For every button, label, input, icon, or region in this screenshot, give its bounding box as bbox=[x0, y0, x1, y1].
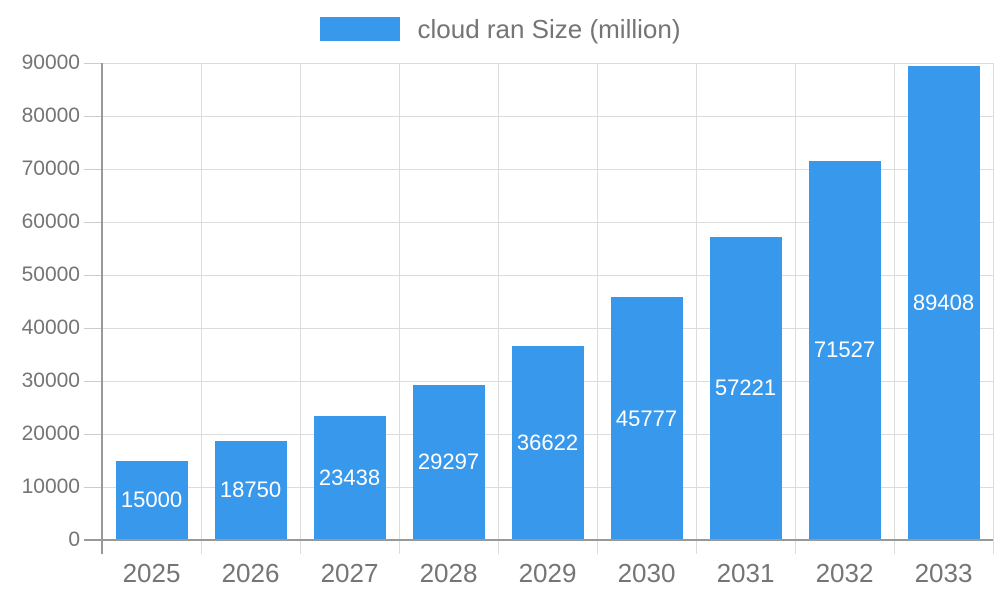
x-axis-line bbox=[84, 539, 993, 541]
y-tick bbox=[84, 115, 102, 117]
legend-swatch bbox=[319, 17, 400, 41]
y-axis-label: 60000 bbox=[21, 210, 80, 233]
y-gridline bbox=[102, 221, 993, 223]
x-axis-label: 2032 bbox=[815, 558, 874, 588]
x-gridline bbox=[596, 63, 598, 554]
bar-value-label: 18750 bbox=[219, 477, 282, 503]
bar-2026 bbox=[214, 440, 287, 540]
bar-value-label: 45777 bbox=[615, 405, 678, 431]
x-gridline bbox=[794, 63, 796, 554]
x-axis-label: 2030 bbox=[617, 558, 676, 588]
bar-2030 bbox=[610, 297, 683, 540]
bar-2033 bbox=[907, 66, 980, 540]
y-axis-label: 40000 bbox=[21, 316, 80, 339]
y-tick bbox=[84, 221, 102, 223]
y-axis-label: 20000 bbox=[21, 422, 80, 445]
x-gridline bbox=[398, 63, 400, 554]
y-axis-label: 50000 bbox=[21, 263, 80, 286]
y-gridline bbox=[102, 274, 993, 276]
y-tick bbox=[84, 486, 102, 488]
x-axis-label: 2027 bbox=[320, 558, 379, 588]
bar-2028 bbox=[412, 384, 485, 540]
x-gridline bbox=[992, 63, 994, 554]
bar-value-label: 89408 bbox=[912, 290, 975, 316]
y-tick bbox=[84, 62, 102, 64]
y-axis-label: 30000 bbox=[21, 369, 80, 392]
y-tick bbox=[84, 433, 102, 435]
y-axis-line bbox=[101, 63, 103, 554]
y-tick bbox=[84, 380, 102, 382]
x-axis-label: 2033 bbox=[914, 558, 973, 588]
bar-value-label: 15000 bbox=[120, 487, 183, 513]
x-axis-label: 2026 bbox=[221, 558, 280, 588]
y-tick bbox=[84, 327, 102, 329]
x-axis-label: 2025 bbox=[122, 558, 181, 588]
legend: cloud ran Size (million) bbox=[0, 14, 1000, 44]
x-axis-label: 2031 bbox=[716, 558, 775, 588]
bar-value-label: 23438 bbox=[318, 464, 381, 490]
bar-2027 bbox=[313, 415, 386, 540]
y-tick bbox=[84, 274, 102, 276]
y-axis-label: 0 bbox=[68, 528, 80, 551]
bar-2031 bbox=[709, 236, 782, 540]
x-axis-label: 2028 bbox=[419, 558, 478, 588]
x-gridline bbox=[497, 63, 499, 554]
y-axis-label: 10000 bbox=[21, 475, 80, 498]
x-gridline bbox=[695, 63, 697, 554]
x-gridline bbox=[299, 63, 301, 554]
y-gridline bbox=[102, 62, 993, 64]
y-gridline bbox=[102, 327, 993, 329]
x-axis-label: 2029 bbox=[518, 558, 577, 588]
bar-value-label: 71527 bbox=[813, 337, 876, 363]
x-gridline bbox=[200, 63, 202, 554]
bar-2032 bbox=[808, 160, 881, 540]
x-gridline bbox=[893, 63, 895, 554]
bar-value-label: 36622 bbox=[516, 429, 579, 455]
y-gridline bbox=[102, 115, 993, 117]
bar-2025 bbox=[115, 460, 188, 540]
y-axis-label: 80000 bbox=[21, 104, 80, 127]
bar-2029 bbox=[511, 345, 584, 540]
y-axis-label: 90000 bbox=[21, 51, 80, 74]
legend-label: cloud ran Size (million) bbox=[417, 14, 681, 44]
y-gridline bbox=[102, 168, 993, 170]
y-axis-label: 70000 bbox=[21, 157, 80, 180]
bar-value-label: 57221 bbox=[714, 375, 777, 401]
bar-value-label: 29297 bbox=[417, 449, 480, 475]
y-tick bbox=[84, 168, 102, 170]
